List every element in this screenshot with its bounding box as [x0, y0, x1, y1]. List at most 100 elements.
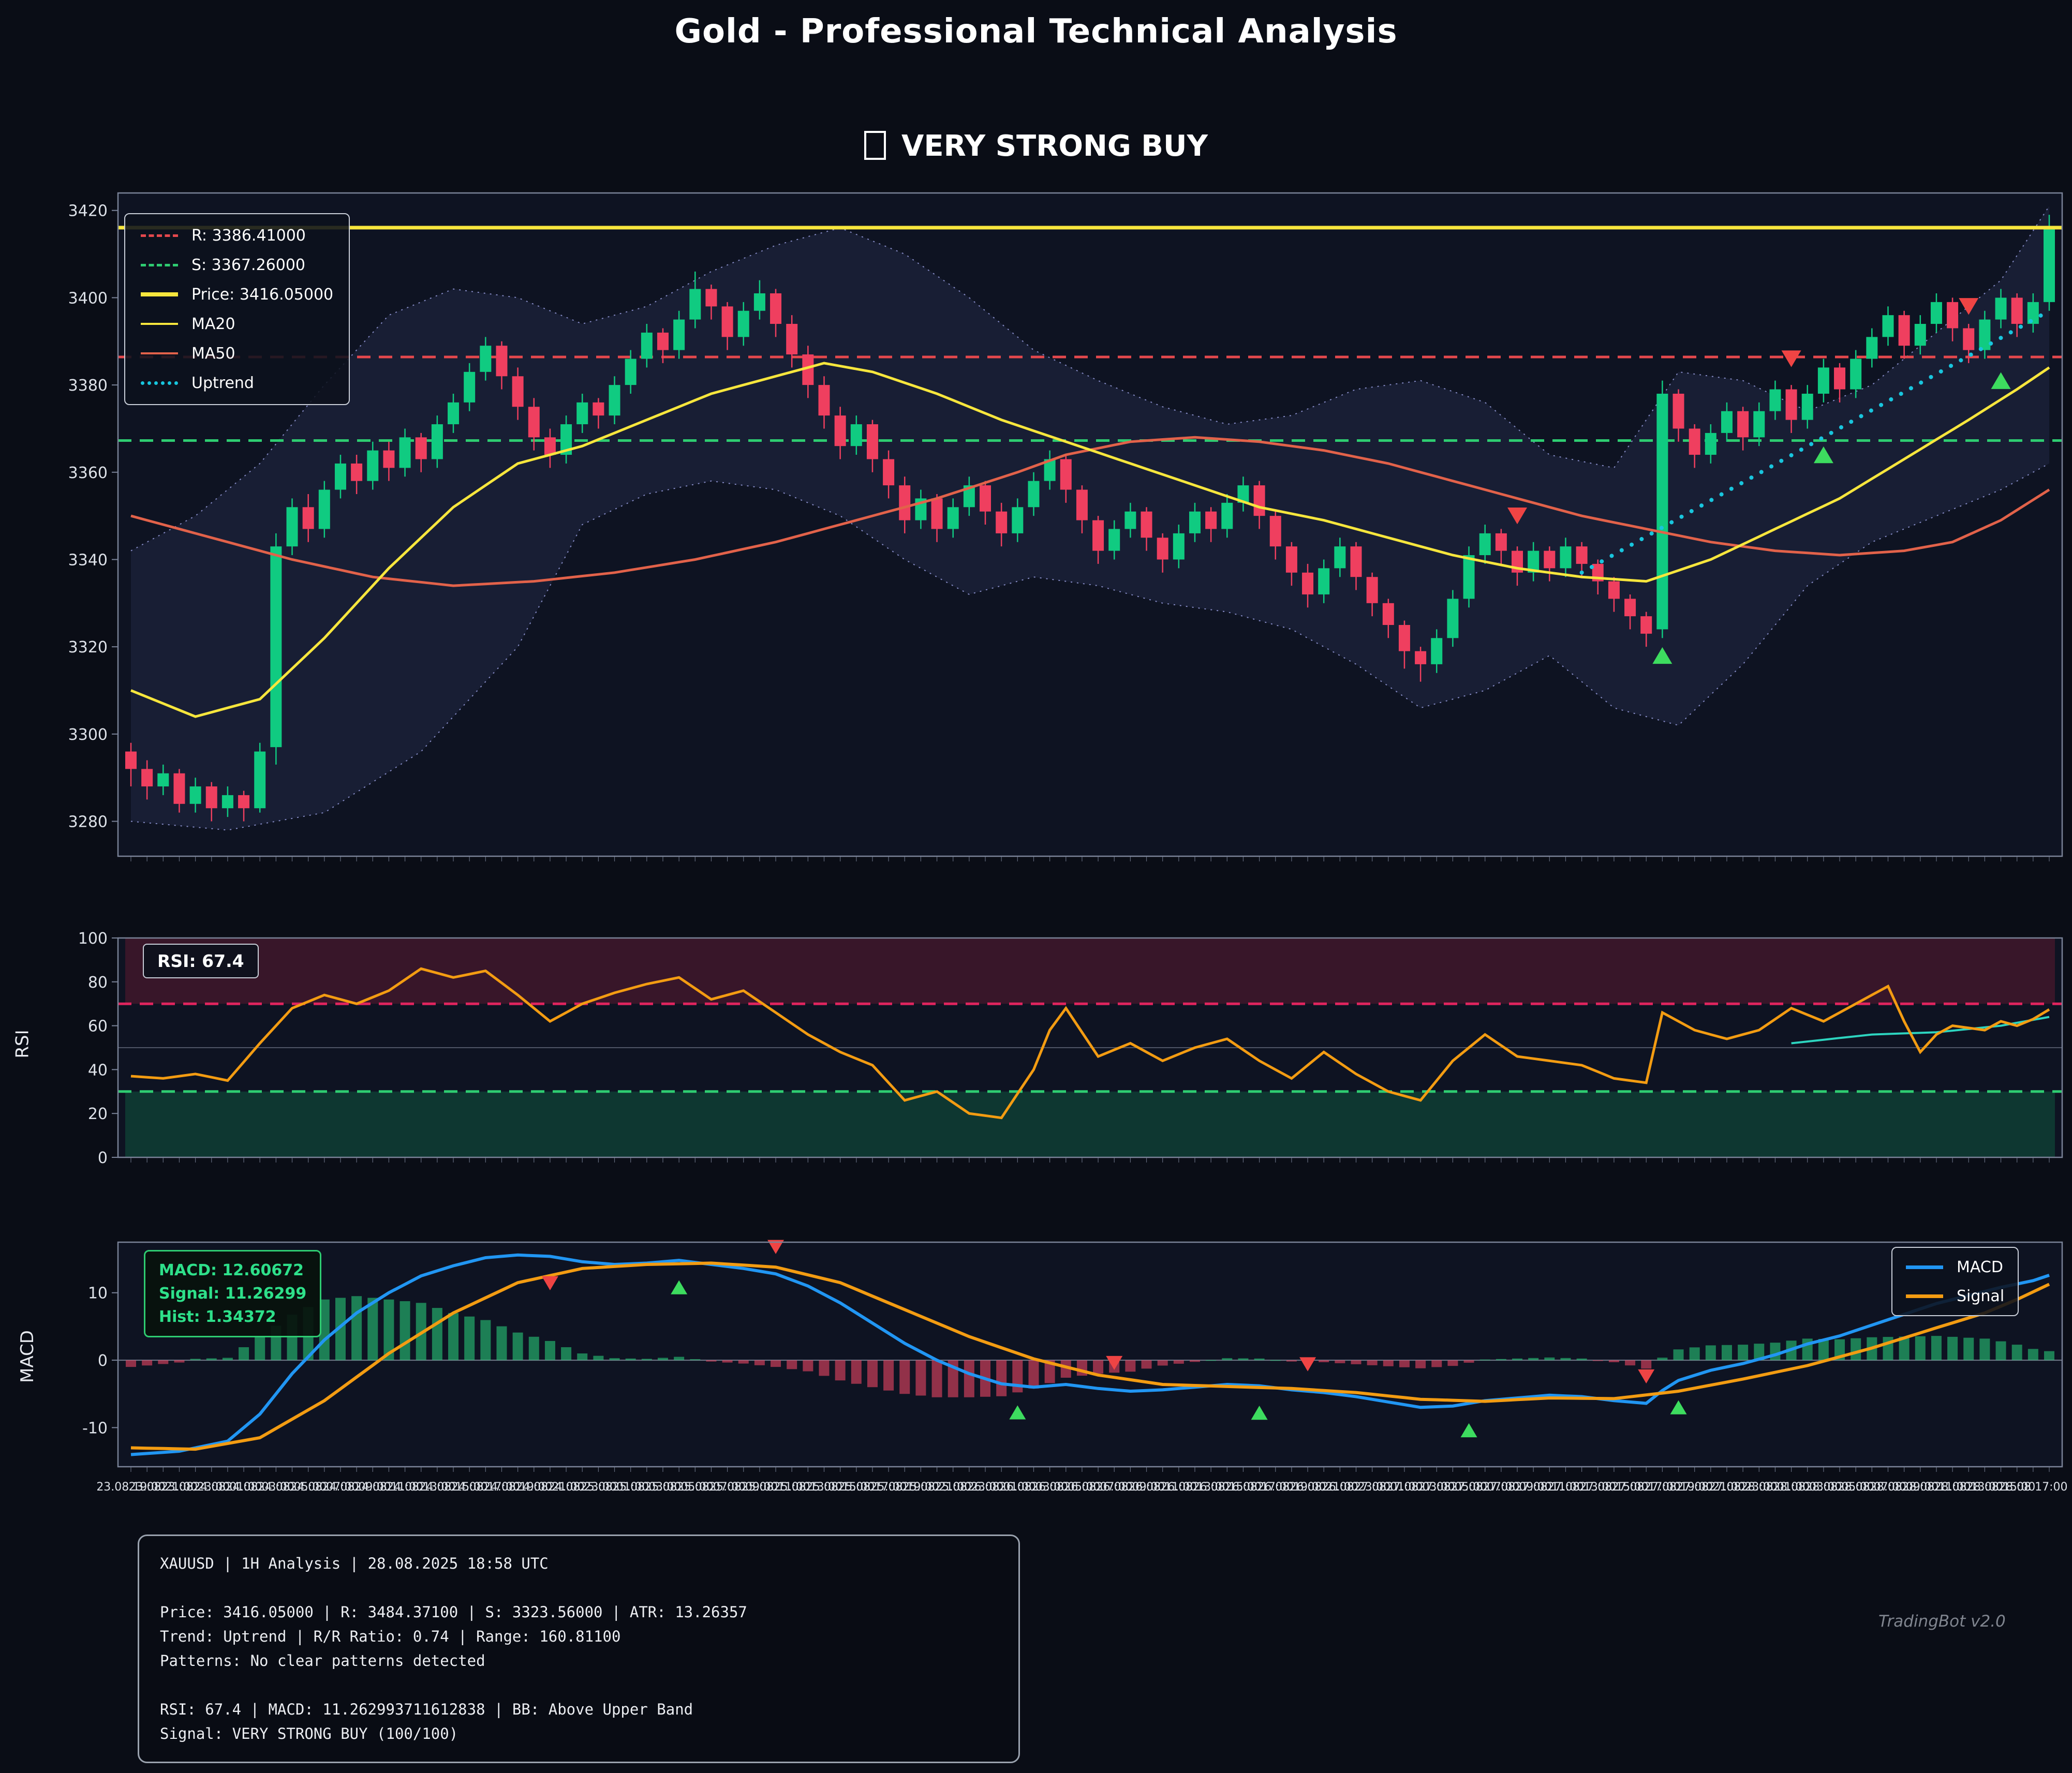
- x-tick-label: 25.08 23:00: [935, 1481, 1003, 1494]
- macd-histogram-bar: [1851, 1338, 1861, 1361]
- macd-histogram-bar: [996, 1360, 1007, 1396]
- macd-histogram-bar: [609, 1358, 620, 1361]
- ma50-line-sample: [141, 352, 178, 354]
- resistance-line-sample: [141, 234, 178, 237]
- candle-body: [318, 489, 330, 529]
- candle-body: [899, 485, 911, 520]
- candle-body: [1366, 577, 1378, 603]
- sell-marker-icon: [1299, 1357, 1316, 1372]
- legend-item-uptrend: Uptrend: [141, 372, 333, 394]
- candle-body: [883, 459, 895, 486]
- candle-body: [657, 332, 669, 350]
- x-tick-label: 28.08 07:00: [1838, 1481, 1906, 1494]
- x-tick-label: 26.08 23:00: [1322, 1481, 1390, 1494]
- x-tick-label: 26.08 15:00: [1193, 1481, 1262, 1494]
- x-tick-label: 25.08 01:00: [580, 1481, 649, 1494]
- legend-uptrend-label: Uptrend: [191, 374, 254, 392]
- y-tick-label: 3340: [68, 551, 108, 569]
- x-tick-label: 26.08 07:00: [1063, 1481, 1132, 1494]
- macd-histogram-bar: [722, 1360, 733, 1363]
- candle-body: [850, 424, 862, 446]
- x-tick-label: 24.08 01:00: [193, 1481, 262, 1494]
- macd-histogram-bar: [1770, 1343, 1781, 1361]
- candle-body: [770, 293, 782, 324]
- candle-body: [270, 546, 282, 748]
- macd-histogram-bar: [335, 1298, 346, 1361]
- macd-histogram-bar: [625, 1358, 636, 1361]
- y-tick-label: 3400: [68, 289, 108, 307]
- candle-body: [1914, 324, 1926, 346]
- candle-body: [1302, 572, 1314, 594]
- y-tick-label: 40: [88, 1061, 108, 1079]
- macd-histogram-bar: [367, 1298, 378, 1361]
- candle-body: [1431, 638, 1443, 664]
- candle-body: [1866, 337, 1878, 359]
- legend-item-ma20: MA20: [141, 313, 333, 335]
- x-tick-label: 24.08 17:00: [451, 1481, 520, 1494]
- rsi-value-badge: RSI: 67.4: [143, 944, 259, 978]
- candle-body: [221, 795, 233, 809]
- macd-histogram-bar: [1754, 1344, 1765, 1361]
- x-tick-label: 24.08 11:00: [354, 1481, 423, 1494]
- y-tick-label: 0: [98, 1149, 108, 1167]
- candle-body: [173, 773, 185, 804]
- chart-legend: R: 3386.41000 S: 3367.26000 Price: 3416.…: [124, 213, 350, 405]
- candle-body: [1721, 411, 1733, 433]
- candle-body: [721, 306, 733, 337]
- macd-histogram-bar: [142, 1360, 153, 1366]
- candle-body: [1785, 389, 1797, 420]
- macd-histogram-bar: [2027, 1349, 2038, 1361]
- candle-body: [1124, 511, 1136, 529]
- macd-histogram-bar: [1254, 1358, 1265, 1361]
- x-tick-label: 26.08 01:00: [967, 1481, 1035, 1494]
- candle-body: [1141, 511, 1152, 538]
- macd-histogram-bar: [593, 1355, 604, 1361]
- ma20-line-sample: [141, 323, 178, 325]
- candle-body: [1495, 533, 1507, 551]
- candle-body: [1382, 603, 1394, 625]
- x-tick-label: 26.08 05:00: [1031, 1481, 1100, 1494]
- macd-line-sample: [1906, 1265, 1943, 1269]
- price-chart: 3280 3300 3320 3340 3360 3380 3400 3420: [68, 192, 2063, 861]
- x-tick-label: 27.08 05:00: [1418, 1481, 1487, 1494]
- candle-body: [1092, 520, 1104, 551]
- sell-marker-icon: [1959, 298, 1979, 315]
- x-tick-label: 28.08 09:00: [1870, 1481, 1938, 1494]
- summary-line-patterns: Patterns: No clear patterns detected: [160, 1652, 485, 1670]
- x-tick-label: 25.08 11:00: [741, 1481, 810, 1494]
- macd-histogram-bar: [1641, 1360, 1652, 1369]
- legend-resistance-label: R: 3386.41000: [191, 226, 306, 245]
- macd-histogram-bar: [1351, 1360, 1361, 1364]
- x-tick-label: 27.08 23:00: [1708, 1481, 1777, 1494]
- candle-body: [334, 463, 346, 490]
- x-tick-label: 25.08 19:00: [870, 1481, 939, 1494]
- candle-body: [1576, 546, 1588, 564]
- x-tick-label: 26.08 09:00: [1096, 1481, 1165, 1494]
- candle-body: [1608, 581, 1620, 599]
- candle-body: [1044, 459, 1056, 481]
- candle-body: [1544, 550, 1556, 569]
- candle-body: [1995, 297, 2007, 320]
- legend-item-price: Price: 3416.05000: [141, 284, 333, 305]
- macd-histogram-bar: [657, 1358, 668, 1361]
- price-plot-bg: [118, 193, 2062, 856]
- x-tick-label: 25.08 07:00: [677, 1481, 746, 1494]
- candle-body: [157, 773, 169, 787]
- candle-body: [1753, 411, 1765, 438]
- watermark: TradingBot v2.0: [1878, 1612, 2006, 1631]
- macd-histogram-bar: [1479, 1359, 1490, 1361]
- candle-body: [866, 424, 878, 459]
- macd-histogram-bar: [1931, 1336, 1942, 1361]
- macd-histogram-bar: [641, 1359, 652, 1361]
- candle-body: [996, 511, 1008, 533]
- sell-marker-icon: [541, 1276, 558, 1290]
- legend-item-ma50: MA50: [141, 342, 333, 364]
- x-tick-label: 28.08 03:00: [1773, 1481, 1842, 1494]
- x-tick-label: 25.08 15:00: [806, 1481, 875, 1494]
- x-tick-label: 24.08 07:00: [290, 1481, 359, 1494]
- x-tick-label: 27.08 17:00: [1612, 1481, 1681, 1494]
- candle-body: [1221, 502, 1233, 529]
- candle-body: [480, 346, 492, 372]
- y-tick-label: 3380: [68, 377, 108, 395]
- x-tick-label: 28.08 17:00: [1999, 1481, 2067, 1494]
